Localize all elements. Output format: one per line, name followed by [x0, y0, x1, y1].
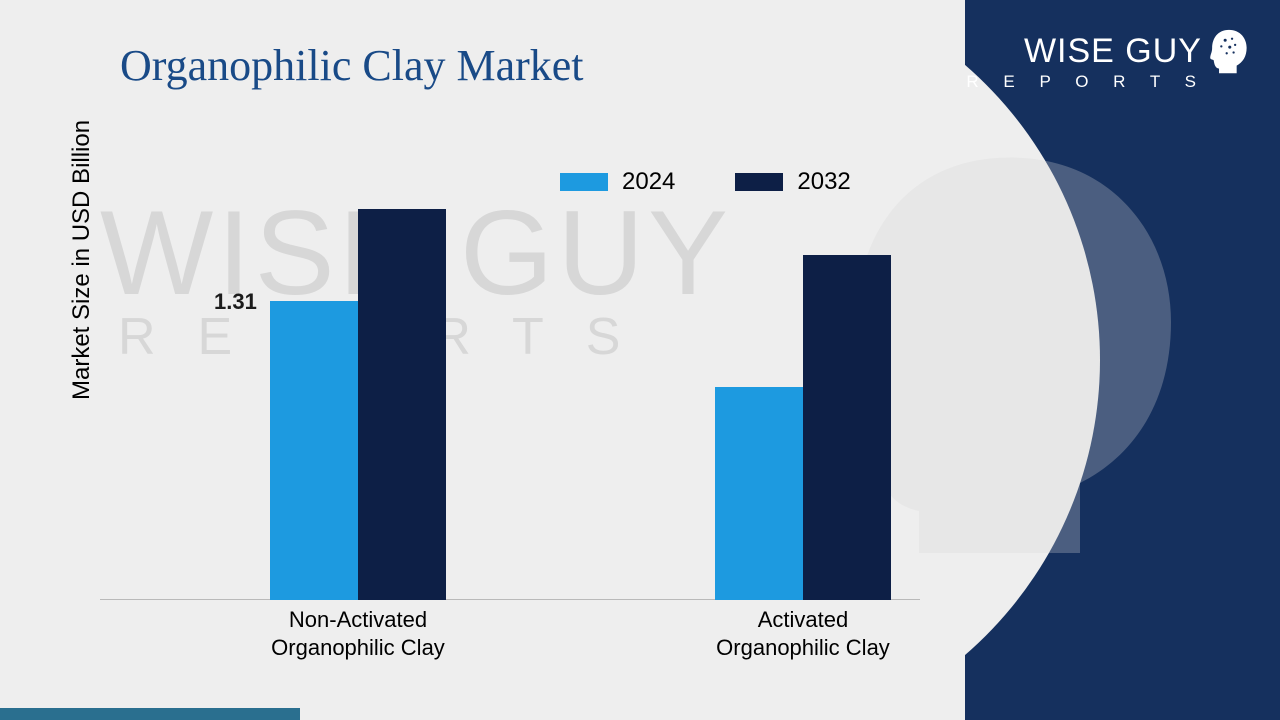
legend: 2024 2032 [560, 168, 851, 196]
legend-item-2032: 2032 [735, 168, 850, 196]
legend-swatch-2032 [735, 173, 783, 191]
head-icon [1208, 28, 1250, 74]
bar-0-2032 [358, 209, 446, 600]
logo-main-text: WISE GUY [1024, 32, 1202, 71]
logo-sub-text: R E P O R T S [966, 72, 1206, 92]
legend-label-2024: 2024 [622, 168, 675, 196]
bar-value-label: 1.31 [214, 289, 257, 315]
chart-title: Organophilic Clay Market [120, 40, 584, 91]
chart-canvas: WISE GUY REPORTS Organophilic Clay Marke… [0, 0, 1280, 720]
bar-group-1: Activated Organophilic Clay [715, 255, 891, 600]
legend-item-2024: 2024 [560, 168, 675, 196]
legend-label-2032: 2032 [797, 168, 850, 196]
legend-swatch-2024 [560, 173, 608, 191]
x-label-0: Non-Activated Organophilic Clay [248, 600, 468, 661]
logo-main-row: WISE GUY [966, 28, 1250, 74]
bar-group-0: 1.31 Non-Activated Organophilic Clay [270, 209, 446, 600]
x-label-1: Activated Organophilic Clay [693, 600, 913, 661]
y-axis-label: Market Size in USD Billion [68, 120, 96, 400]
bar-1-2032 [803, 255, 891, 600]
bar-0-2024 [270, 301, 358, 600]
plot-area: 1.31 Non-Activated Organophilic Clay Act… [100, 200, 920, 600]
bottom-strip [0, 708, 300, 720]
brand-logo: WISE GUY R E P O R T S [966, 28, 1250, 92]
bar-1-2024 [715, 387, 803, 600]
